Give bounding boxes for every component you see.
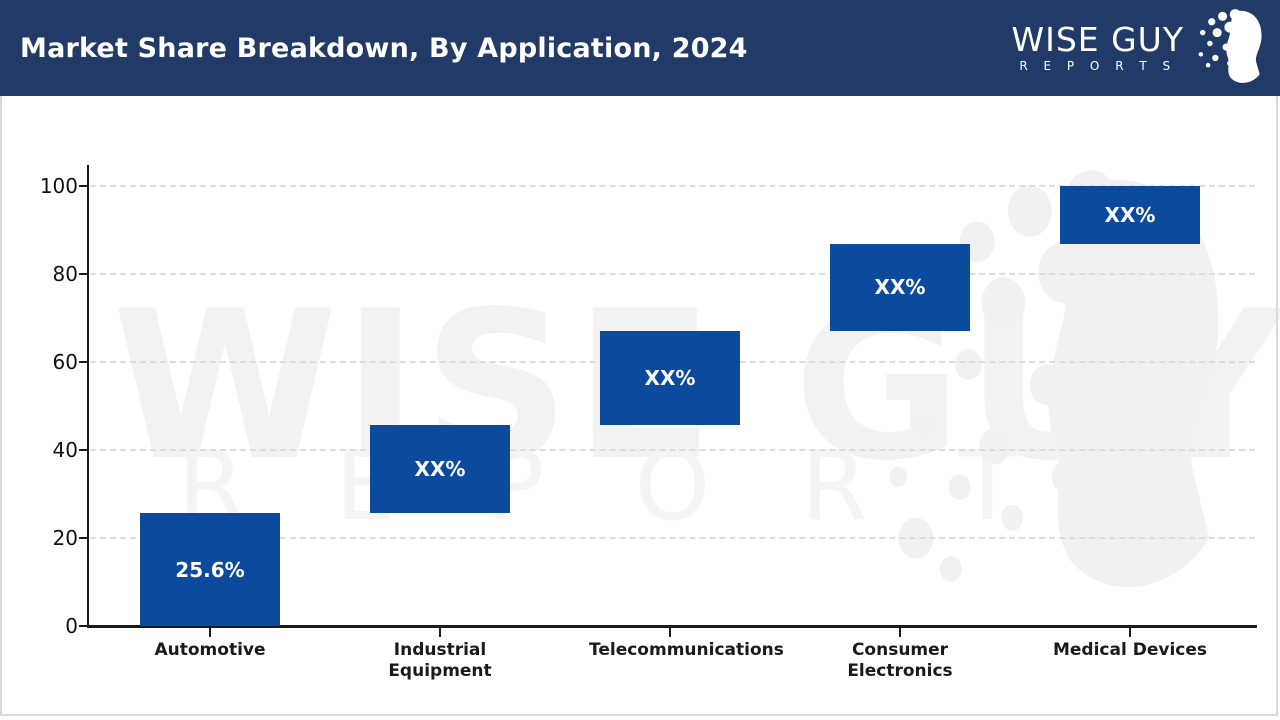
y-tick-mark <box>79 185 88 187</box>
bar-value-label: XX% <box>1104 203 1156 228</box>
bar-value-label: XX% <box>874 275 926 300</box>
bar-value-label: XX% <box>414 457 466 482</box>
x-tick-mark <box>669 628 671 637</box>
bar-segment: XX% <box>830 244 970 331</box>
logo-subtext: R E P O R T S <box>1019 58 1177 73</box>
x-tick-mark <box>439 628 441 637</box>
y-tick-label: 0 <box>65 614 78 638</box>
chart-title: Market Share Breakdown, By Application, … <box>20 32 748 64</box>
x-axis-spine <box>87 625 1257 628</box>
y-axis-spine <box>87 165 89 627</box>
x-category-label-text: Automotive <box>154 640 266 660</box>
x-category-label-text: Telecommunications <box>589 640 784 660</box>
y-gridline <box>90 537 1255 539</box>
y-tick-mark <box>79 625 88 627</box>
logo-wordmark: WISE GUY <box>1011 20 1184 60</box>
y-tick-label: 20 <box>52 526 78 550</box>
x-category-label-text: Medical Devices <box>1052 640 1207 660</box>
y-gridline <box>90 273 1255 275</box>
y-tick-mark <box>79 449 88 451</box>
y-tick-label: 60 <box>52 350 78 374</box>
x-category-label: Consumer Electronics <box>785 640 1015 682</box>
x-category-label: Industrial Equipment <box>325 640 555 682</box>
x-category-label-text: Industrial Equipment <box>388 640 492 681</box>
y-tick-mark <box>79 361 88 363</box>
x-tick-mark <box>899 628 901 637</box>
y-tick-mark <box>79 273 88 275</box>
wiseguy-logo: WISE GUY R E P O R T S <box>1011 6 1266 90</box>
y-gridline <box>90 449 1255 451</box>
header-bar: Market Share Breakdown, By Application, … <box>0 0 1280 96</box>
logo-text: WISE GUY R E P O R T S <box>1011 23 1184 73</box>
y-tick-label: 40 <box>52 438 78 462</box>
bar-value-label: 25.6% <box>175 557 245 582</box>
x-tick-mark <box>209 628 211 637</box>
bar-segment: XX% <box>1060 186 1200 245</box>
x-category-label: Medical Devices <box>1015 640 1245 661</box>
bar-segment: 25.6% <box>140 513 280 626</box>
y-gridline <box>90 185 1255 187</box>
x-category-label: Telecommunications <box>555 640 785 661</box>
y-tick-label: 80 <box>52 262 78 286</box>
bar-segment: XX% <box>370 425 510 514</box>
y-tick-label: 100 <box>39 174 78 198</box>
x-category-label-text: Consumer Electronics <box>847 640 953 681</box>
x-tick-mark <box>1129 628 1131 637</box>
x-category-label: Automotive <box>95 640 325 661</box>
bar-value-label: XX% <box>644 366 696 391</box>
y-tick-mark <box>79 537 88 539</box>
bar-segment: XX% <box>600 330 740 426</box>
logo-head-icon <box>1198 9 1262 83</box>
